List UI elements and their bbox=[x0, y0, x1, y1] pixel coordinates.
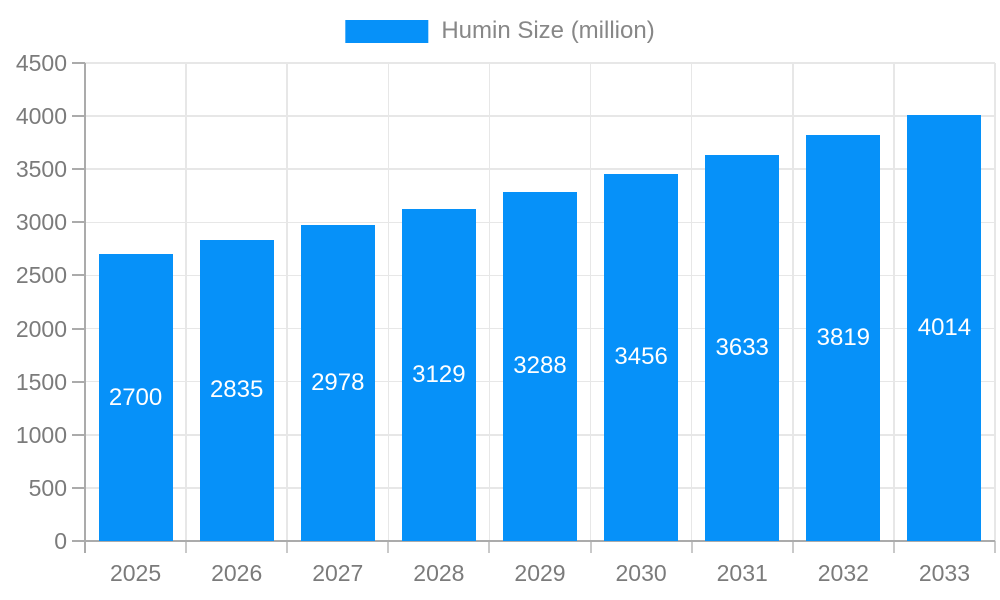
y-tick bbox=[72, 168, 85, 171]
y-tick bbox=[72, 433, 85, 436]
bar[interactable]: 4014 bbox=[907, 114, 982, 541]
x-tick-label: 2028 bbox=[413, 560, 465, 586]
y-tick bbox=[72, 274, 85, 277]
x-tick-label: 2033 bbox=[918, 560, 971, 586]
bar[interactable]: 2835 bbox=[199, 239, 274, 541]
bar[interactable]: 2700 bbox=[98, 254, 173, 541]
x-tick bbox=[185, 541, 188, 553]
y-tick-label: 1500 bbox=[15, 368, 67, 395]
bar-value-label: 3288 bbox=[513, 352, 567, 380]
y-tick bbox=[72, 327, 85, 330]
bar-value-label: 2978 bbox=[311, 368, 365, 396]
x-tick-label: 2032 bbox=[817, 560, 869, 586]
legend-swatch bbox=[345, 19, 429, 43]
x-tick bbox=[791, 541, 794, 553]
y-tick-label: 2500 bbox=[15, 262, 67, 289]
y-tick-label: 1000 bbox=[15, 421, 67, 448]
y-tick-label: 4000 bbox=[15, 103, 67, 130]
bar-value-label: 3129 bbox=[412, 360, 466, 388]
bar[interactable]: 2978 bbox=[300, 224, 375, 541]
y-gridline bbox=[85, 168, 995, 170]
bar[interactable]: 3819 bbox=[806, 135, 881, 541]
legend-label: Humin Size (million) bbox=[441, 17, 655, 44]
y-tick-label: 4500 bbox=[15, 50, 67, 76]
y-gridline bbox=[85, 62, 995, 64]
y-tick bbox=[72, 62, 85, 64]
y-tick bbox=[72, 486, 85, 489]
bar-value-label: 2700 bbox=[108, 383, 163, 411]
x-gridline bbox=[387, 63, 390, 541]
x-tick-label: 2030 bbox=[615, 560, 667, 586]
y-tick bbox=[72, 380, 85, 383]
x-gridline bbox=[893, 63, 895, 541]
x-tick-label: 2027 bbox=[312, 560, 364, 586]
bar-value-label: 2835 bbox=[209, 376, 264, 404]
bar-value-label: 4014 bbox=[917, 313, 972, 341]
bar-value-label: 3819 bbox=[816, 324, 871, 352]
x-gridline bbox=[792, 63, 794, 541]
x-tick bbox=[892, 541, 895, 553]
x-tick-label: 2025 bbox=[109, 560, 162, 586]
bar[interactable]: 3633 bbox=[705, 155, 780, 541]
y-tick-label: 500 bbox=[28, 474, 67, 501]
y-tick-label: 2000 bbox=[15, 315, 67, 342]
x-gridline bbox=[994, 63, 996, 541]
x-axis-line bbox=[85, 540, 995, 542]
y-axis-line bbox=[84, 63, 86, 553]
x-tick bbox=[690, 541, 693, 553]
x-tick-label: 2031 bbox=[716, 560, 768, 586]
x-tick bbox=[286, 541, 289, 553]
y-tick-label: 3500 bbox=[15, 156, 67, 183]
x-gridline bbox=[690, 63, 693, 541]
y-tick bbox=[72, 540, 85, 542]
x-gridline bbox=[589, 63, 592, 541]
x-tick bbox=[589, 541, 592, 553]
x-tick bbox=[488, 541, 491, 553]
x-gridline bbox=[488, 63, 491, 541]
y-tick-label: 3000 bbox=[15, 209, 67, 236]
x-tick-label: 2026 bbox=[211, 560, 263, 586]
x-tick-label: 2029 bbox=[514, 560, 566, 586]
chart-legend[interactable]: Humin Size (million) bbox=[345, 17, 655, 45]
bar-value-label: 3633 bbox=[715, 334, 769, 362]
x-tick bbox=[387, 541, 390, 553]
y-tick bbox=[72, 221, 85, 224]
plot-area: 2700 2835 2978 3129 3288 3456 3633 3819 4014 bbox=[85, 63, 995, 541]
y-tick-label: 0 bbox=[54, 528, 67, 554]
x-tick bbox=[994, 541, 996, 553]
bar[interactable]: 3129 bbox=[401, 208, 476, 541]
bar[interactable]: 3456 bbox=[604, 173, 679, 541]
y-gridline bbox=[85, 115, 995, 117]
x-gridline bbox=[286, 63, 288, 541]
bar[interactable]: 3288 bbox=[503, 191, 577, 541]
y-tick bbox=[72, 115, 85, 118]
bar-value-label: 3456 bbox=[614, 343, 668, 371]
x-gridline bbox=[185, 63, 187, 541]
